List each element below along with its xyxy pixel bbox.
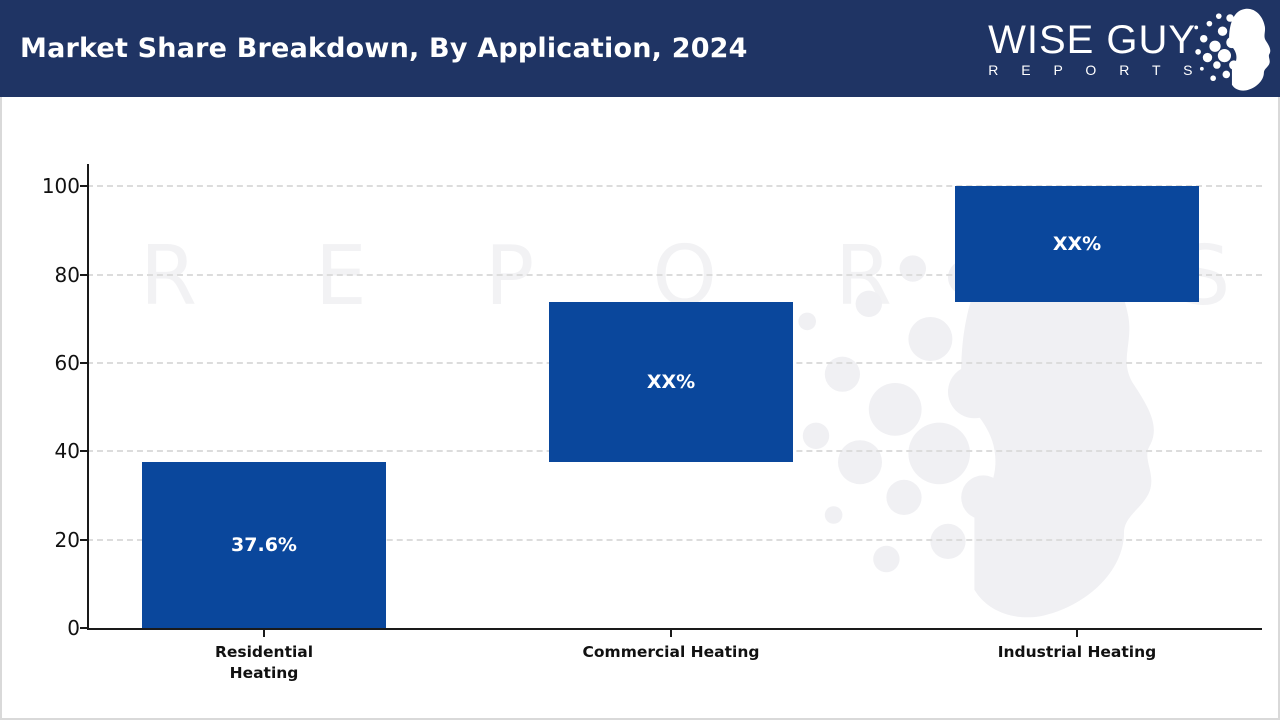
- dotted-head-profile-icon: [1188, 3, 1274, 97]
- bar-value-label: XX%: [1052, 233, 1102, 256]
- y-axis-tick-mark: [80, 273, 87, 276]
- bar-commercial-heating: XX%: [549, 302, 793, 462]
- y-axis-tick-label: 20: [54, 527, 80, 552]
- x-axis-tick-mark: [670, 630, 672, 637]
- bar-residential-heating: 37.6%: [142, 461, 386, 628]
- y-axis-line: [87, 164, 89, 630]
- wise-guy-reports-logo: WISE GUY R E P O R T S: [982, 1, 1274, 97]
- x-axis-line: [87, 628, 1262, 630]
- y-axis-tick-mark: [80, 627, 87, 629]
- y-axis-tick-label: 80: [54, 262, 80, 287]
- y-axis-tick-label: 100: [41, 174, 80, 199]
- logo-text: WISE GUY R E P O R T S: [982, 20, 1202, 77]
- logo-reports-label: R E P O R T S: [988, 62, 1202, 78]
- bar-industrial-heating: XX%: [955, 186, 1199, 303]
- gridline-100: [87, 185, 1262, 188]
- x-axis-label-residential-heating: Residential Heating: [214, 643, 314, 682]
- gridline-20: [87, 538, 1262, 541]
- x-axis-label-commercial-heating: Commercial Heating: [582, 643, 760, 661]
- logo-wordmark: WISE GUY: [988, 18, 1197, 62]
- x-axis-tick-mark: [1076, 630, 1078, 637]
- y-axis-tick-mark: [80, 185, 87, 188]
- x-axis-tick-mark: [263, 630, 265, 637]
- header-bar: Market Share Breakdown, By Application, …: [0, 0, 1280, 97]
- gridline-80: [87, 273, 1262, 276]
- y-axis-tick-mark: [80, 450, 87, 453]
- x-axis-label-industrial-heating: Industrial Heating: [997, 643, 1157, 661]
- y-axis-tick-mark: [80, 538, 87, 541]
- bar-value-label: XX%: [646, 371, 696, 394]
- y-axis-tick-label: 0: [67, 616, 80, 640]
- y-axis-tick-mark: [80, 362, 87, 365]
- bar-value-label: 37.6%: [231, 533, 297, 556]
- y-axis-tick-label: 40: [54, 439, 80, 464]
- page-title: Market Share Breakdown, By Application, …: [20, 33, 748, 64]
- y-axis-tick-label: 60: [54, 351, 80, 376]
